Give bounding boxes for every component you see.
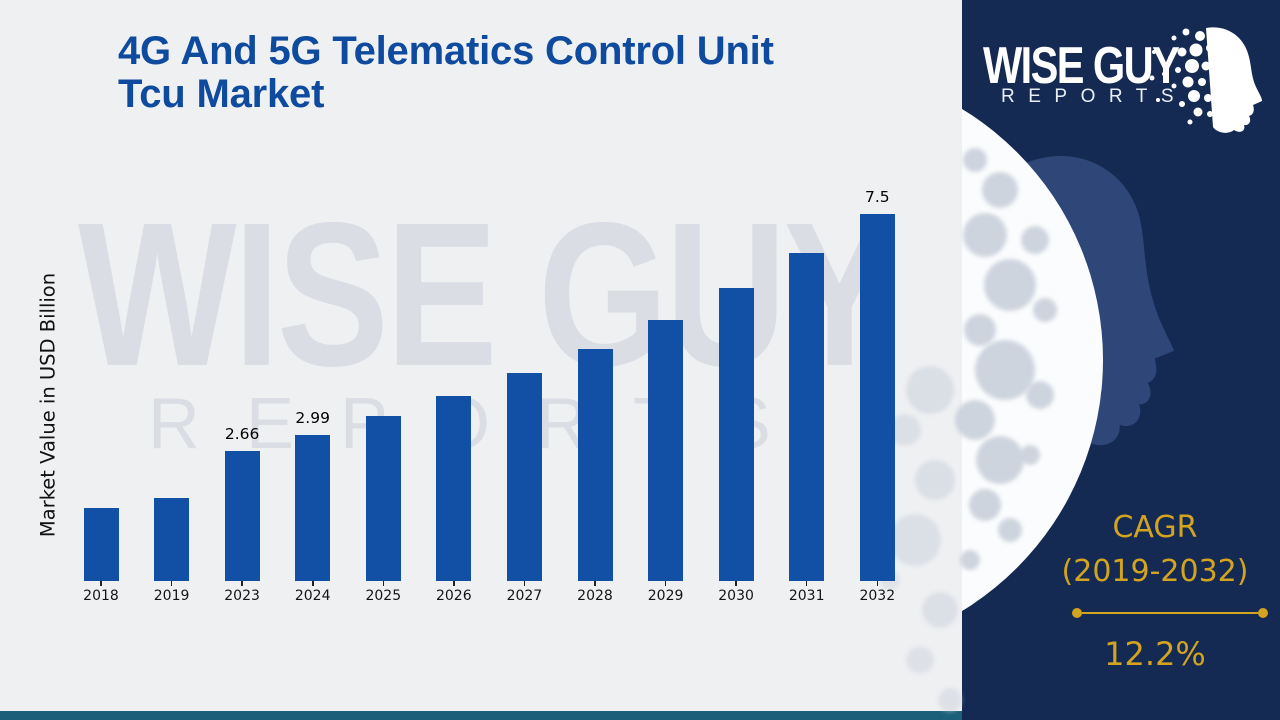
x-tick-2031 [805, 581, 808, 586]
x-tick-2023 [241, 581, 243, 586]
x-tick-2030 [735, 581, 737, 586]
bar-2028 [577, 349, 613, 581]
x-label-2025: 2025 [365, 588, 402, 604]
divider-dot-right [1258, 608, 1268, 618]
x-label-2027: 2027 [506, 588, 543, 604]
x-label-2023: 2023 [224, 588, 260, 604]
x-label-2026: 2026 [435, 588, 472, 604]
x-tick-2024 [312, 581, 314, 586]
x-tick-2032 [876, 581, 878, 586]
bar-2018 [83, 508, 119, 581]
x-tick-2019 [170, 581, 173, 586]
bar-2023 [224, 451, 260, 581]
divider-line [1082, 611, 1258, 615]
bar-2030 [718, 288, 754, 581]
bar-2029 [648, 320, 684, 581]
footer-strip [0, 711, 1280, 720]
x-tick-2027 [523, 581, 526, 586]
x-label-2019: 2019 [153, 588, 190, 604]
x-label-2031: 2031 [788, 588, 825, 604]
bar-2019 [154, 498, 190, 581]
bar-2026 [436, 396, 472, 581]
cagr-range: (2019-2032) [1061, 554, 1249, 589]
x-label-2032: 2032 [859, 588, 896, 604]
x-label-2028: 2028 [577, 588, 613, 604]
x-label-2024: 2024 [294, 588, 331, 604]
brand-subtitle: REPORTS [1001, 86, 1188, 107]
cagr-label: CAGR [1112, 510, 1198, 545]
x-tick-2018 [100, 581, 102, 586]
value-label-2023: 2.66 [224, 425, 260, 443]
x-label-2029: 2029 [647, 588, 684, 604]
x-label-2018: 2018 [83, 588, 119, 604]
x-tick-2026 [453, 581, 455, 586]
bar-2031 [789, 253, 825, 581]
cagr-divider [1072, 608, 1268, 618]
x-tick-2025 [382, 581, 384, 586]
page-title: 4G And 5G Telematics Control Unit Tcu Ma… [118, 29, 774, 116]
background-watermark-brand: WISE GUY [78, 180, 896, 409]
bar-2024 [295, 435, 331, 581]
value-label-2032: 7.5 [864, 188, 890, 206]
x-label-2030: 2030 [718, 588, 754, 604]
cagr-value: 12.2% [1104, 635, 1206, 673]
bar-2027 [506, 373, 542, 581]
y-axis-label: Market Value in USD Billion [36, 272, 60, 538]
brand-name: WISE GUY [983, 37, 1180, 95]
value-label-2024: 2.99 [295, 409, 330, 427]
x-tick-2028 [594, 581, 596, 586]
divider-dot-left [1072, 608, 1082, 618]
bar-2032 [859, 214, 895, 581]
bar-2025 [365, 416, 401, 581]
brand-logo-face-icon [1149, 27, 1262, 133]
cagr-block: CAGR (2019-2032) 12.2% [1038, 508, 1272, 674]
x-tick-2029 [664, 581, 667, 586]
